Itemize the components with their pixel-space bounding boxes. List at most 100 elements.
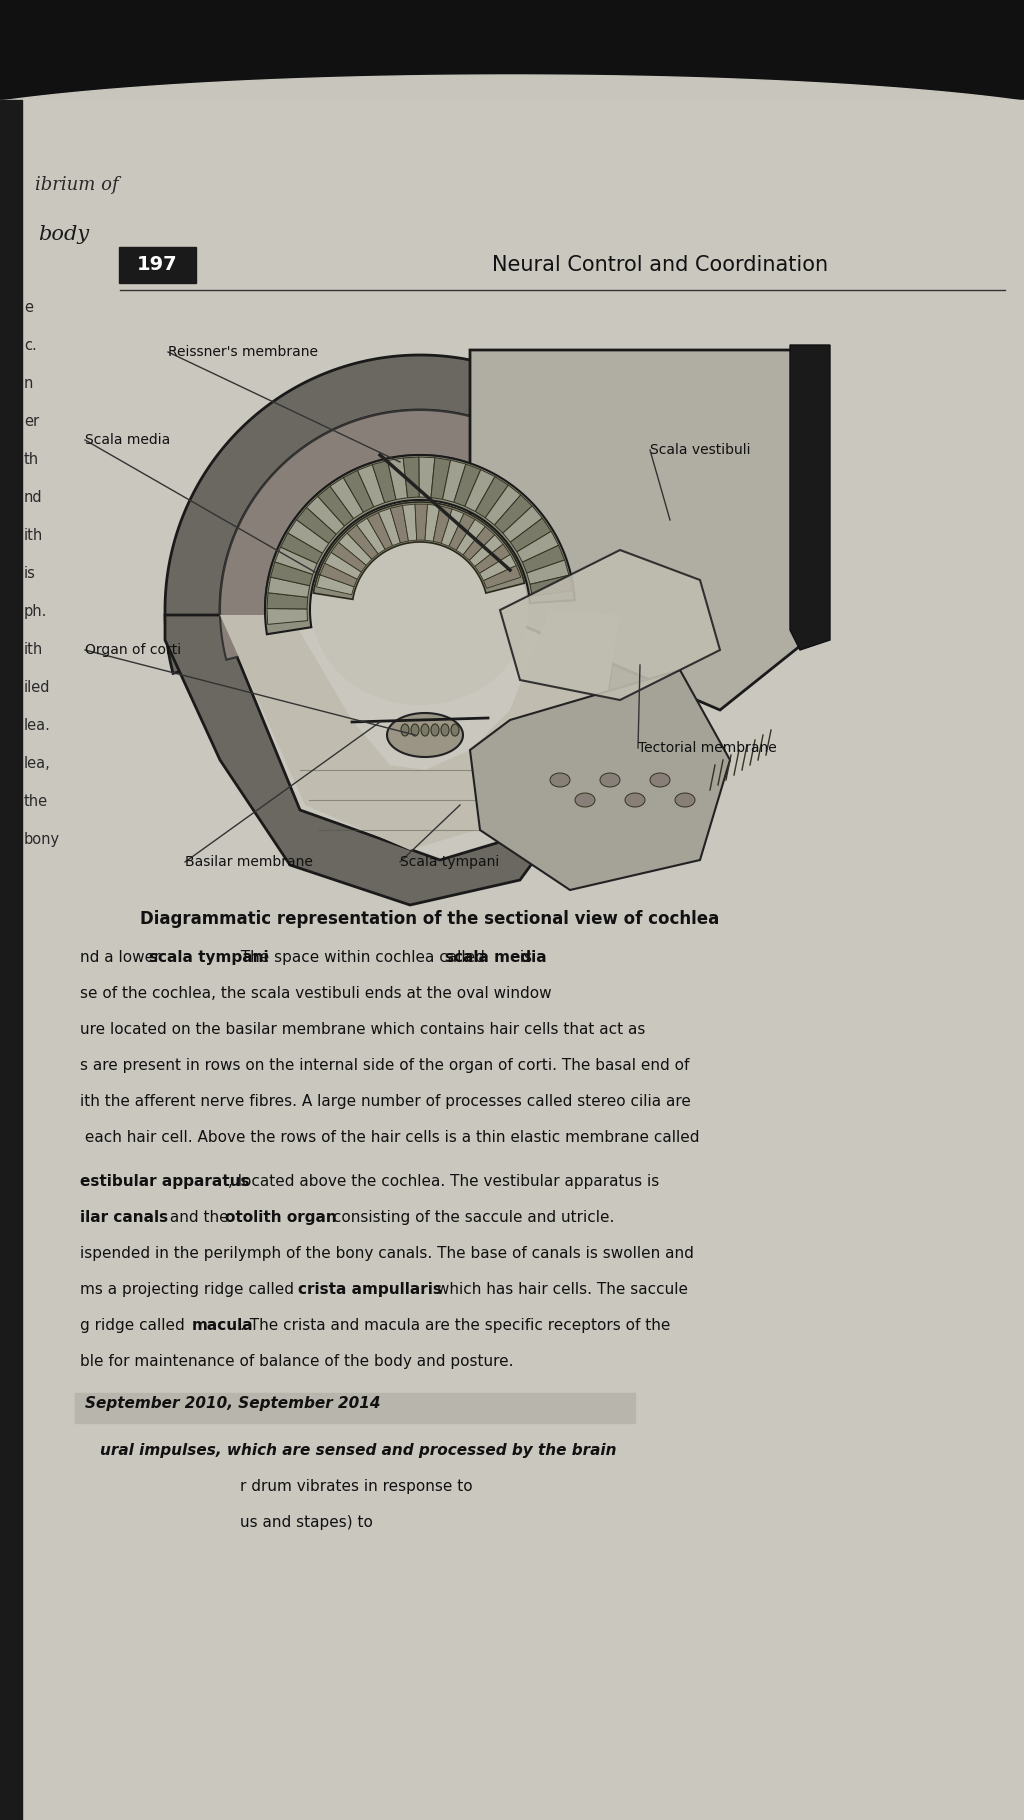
Polygon shape (306, 497, 344, 535)
Text: The space within cochlea called: The space within cochlea called (231, 950, 489, 965)
Text: scala tympani: scala tympani (150, 950, 269, 965)
Text: is: is (515, 950, 531, 965)
Ellipse shape (550, 774, 570, 786)
Text: ith: ith (24, 528, 43, 542)
Polygon shape (503, 506, 543, 542)
Text: se of the cochlea, the scala vestibuli ends at the oval window: se of the cochlea, the scala vestibuli e… (80, 986, 552, 1001)
Text: the: the (24, 794, 48, 810)
Polygon shape (373, 460, 396, 502)
Polygon shape (165, 355, 675, 673)
Text: ure located on the basilar membrane which contains hair cells that act as: ure located on the basilar membrane whic… (80, 1023, 645, 1037)
Text: Basilar membrane: Basilar membrane (185, 855, 313, 868)
Polygon shape (449, 513, 475, 550)
Text: lea.: lea. (24, 719, 51, 733)
Polygon shape (463, 526, 495, 561)
Polygon shape (267, 593, 308, 610)
Polygon shape (454, 464, 480, 506)
Ellipse shape (650, 774, 670, 786)
Text: Scala vestibuli: Scala vestibuli (650, 442, 751, 457)
Polygon shape (425, 504, 440, 541)
Text: body: body (38, 226, 89, 244)
Polygon shape (270, 562, 312, 586)
Polygon shape (317, 486, 353, 526)
Polygon shape (357, 464, 385, 506)
Text: nd: nd (24, 490, 43, 504)
Text: th: th (24, 451, 39, 468)
Polygon shape (356, 519, 385, 553)
Polygon shape (433, 506, 453, 544)
Text: Reissner's membrane: Reissner's membrane (168, 346, 318, 359)
Polygon shape (470, 670, 730, 890)
Polygon shape (495, 495, 532, 533)
Text: ispended in the perilymph of the bony canals. The base of canals is swollen and: ispended in the perilymph of the bony ca… (80, 1247, 694, 1261)
Text: Scala tympani: Scala tympani (400, 855, 500, 868)
Polygon shape (790, 346, 830, 650)
Polygon shape (470, 349, 820, 710)
Text: September 2010, September 2014: September 2010, September 2014 (85, 1396, 381, 1410)
Polygon shape (441, 510, 464, 546)
Text: estibular apparatus: estibular apparatus (80, 1174, 250, 1188)
Ellipse shape (401, 724, 409, 735)
Bar (95, 306, 870, 895)
Text: each hair cell. Above the rows of the hair cells is a thin elastic membrane call: each hair cell. Above the rows of the ha… (80, 1130, 699, 1145)
Polygon shape (442, 460, 466, 502)
Text: iled: iled (24, 681, 50, 695)
Polygon shape (343, 470, 374, 511)
Polygon shape (483, 566, 521, 588)
Polygon shape (479, 555, 516, 581)
Polygon shape (281, 533, 323, 564)
Text: , located above the cochlea. The vestibular apparatus is: , located above the cochlea. The vestibu… (228, 1174, 659, 1188)
Polygon shape (339, 533, 372, 566)
Polygon shape (419, 457, 435, 497)
Text: and the: and the (165, 1210, 233, 1225)
Text: lea,: lea, (24, 755, 51, 772)
Polygon shape (475, 544, 510, 573)
Text: Tectorial membrane: Tectorial membrane (638, 741, 777, 755)
Polygon shape (297, 508, 336, 544)
Polygon shape (268, 577, 309, 597)
Polygon shape (220, 410, 620, 659)
Polygon shape (165, 615, 675, 905)
Polygon shape (457, 519, 485, 555)
Text: . The crista and macula are the specific receptors of the: . The crista and macula are the specific… (240, 1318, 671, 1332)
Polygon shape (390, 506, 409, 542)
Ellipse shape (431, 724, 439, 735)
Text: Organ of corti: Organ of corti (85, 642, 181, 657)
Text: macula: macula (193, 1318, 254, 1332)
Polygon shape (330, 477, 364, 519)
Text: e: e (24, 300, 33, 315)
Text: r drum vibrates in response to: r drum vibrates in response to (240, 1480, 473, 1494)
FancyBboxPatch shape (119, 248, 196, 282)
Polygon shape (485, 486, 521, 524)
Polygon shape (265, 455, 574, 633)
Text: us and stapes) to: us and stapes) to (240, 1514, 373, 1531)
Polygon shape (522, 546, 564, 573)
Polygon shape (469, 535, 503, 566)
Ellipse shape (441, 724, 449, 735)
Polygon shape (316, 575, 354, 595)
Text: ms a projecting ridge called: ms a projecting ridge called (80, 1281, 299, 1298)
Polygon shape (415, 504, 428, 541)
Ellipse shape (451, 724, 459, 735)
Polygon shape (313, 502, 524, 599)
Polygon shape (517, 531, 559, 562)
Polygon shape (321, 562, 357, 586)
Polygon shape (431, 457, 451, 499)
Polygon shape (220, 610, 620, 850)
Polygon shape (465, 470, 495, 511)
Text: g ridge called: g ridge called (80, 1318, 189, 1332)
Text: n: n (24, 377, 34, 391)
Polygon shape (267, 608, 307, 624)
Polygon shape (475, 477, 508, 517)
Polygon shape (500, 550, 720, 701)
Polygon shape (510, 519, 551, 551)
Ellipse shape (625, 794, 645, 806)
Text: ural impulses, which are sensed and processed by the brain: ural impulses, which are sensed and proc… (100, 1443, 616, 1458)
Text: ibrium of: ibrium of (35, 177, 119, 195)
Text: consisting of the saccule and utricle.: consisting of the saccule and utricle. (328, 1210, 614, 1225)
Ellipse shape (421, 724, 429, 735)
Polygon shape (403, 457, 419, 497)
Polygon shape (0, 75, 1024, 135)
Text: ith: ith (24, 642, 43, 657)
Polygon shape (530, 575, 571, 595)
